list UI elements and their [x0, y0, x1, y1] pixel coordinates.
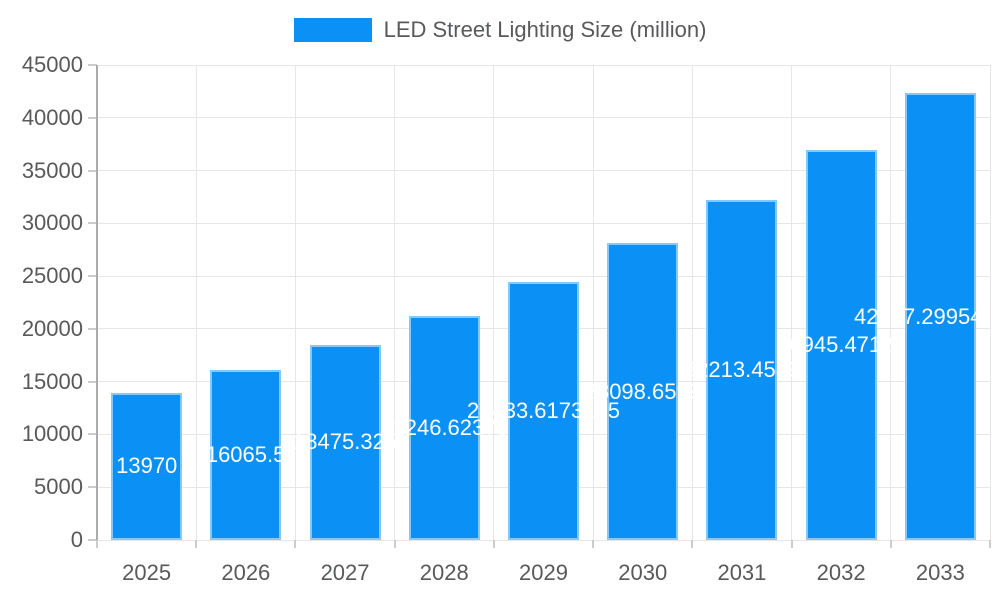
y-tick-mark: [88, 169, 97, 172]
y-gridline: [97, 117, 990, 119]
y-gridline: [97, 539, 990, 541]
x-axis-tick-label: 2031: [717, 560, 767, 585]
legend-color-swatch: [293, 18, 372, 42]
x-axis-tick-label: 2030: [618, 560, 668, 585]
x-gridline: [791, 65, 793, 540]
y-tick-mark: [88, 433, 97, 436]
bar-value-label: 32213.4589: [683, 356, 801, 382]
bar-value-label: 13970: [116, 453, 178, 479]
y-tick-mark: [88, 539, 97, 541]
bar-2025[interactable]: [111, 392, 183, 540]
y-axis-tick-label: 0: [70, 527, 83, 552]
x-axis-tick-label: 2028: [419, 560, 469, 585]
x-gridline: [294, 65, 296, 540]
bar-2030[interactable]: [607, 243, 679, 540]
bar-2033[interactable]: [904, 93, 976, 540]
x-gridline: [195, 65, 197, 540]
bar-2031[interactable]: [706, 199, 778, 540]
x-axis-tick-label: 2033: [915, 560, 965, 585]
y-axis-tick-label: 45000: [21, 52, 83, 77]
x-tick-mark: [889, 540, 892, 548]
x-axis-tick-label: 2027: [320, 560, 370, 585]
y-tick-mark: [88, 486, 97, 489]
x-axis-tick-label: 2025: [122, 560, 172, 585]
bar-value-label: 18475.325: [293, 429, 398, 455]
x-tick-mark: [790, 540, 793, 548]
y-gridline: [97, 170, 990, 172]
legend-item[interactable]: LED Street Lighting Size (million): [0, 16, 1000, 44]
x-tick-mark: [691, 540, 694, 548]
y-tick-mark: [88, 275, 97, 278]
y-axis-tick-label: 40000: [21, 104, 83, 130]
x-gridline: [592, 65, 594, 540]
y-tick-mark: [88, 327, 97, 330]
y-gridline: [97, 222, 990, 224]
x-tick-mark: [989, 540, 991, 548]
bar-value-label: 42347.29954: [854, 303, 983, 329]
bar-value-label: 21246.62375: [380, 414, 509, 440]
x-gridline: [394, 65, 396, 540]
y-axis-tick-label: 25000: [21, 263, 83, 289]
bar-2026[interactable]: [210, 370, 282, 540]
x-axis-tick-label: 2026: [221, 560, 271, 585]
bar-2032[interactable]: [805, 150, 877, 540]
y-axis-line: [96, 65, 98, 540]
x-gridline: [989, 65, 991, 540]
x-gridline: [691, 65, 693, 540]
x-gridline: [890, 65, 892, 540]
y-tick-mark: [88, 64, 97, 66]
bar-2029[interactable]: [508, 282, 579, 540]
x-tick-mark: [592, 540, 595, 548]
y-axis-tick-label: 10000: [21, 421, 83, 447]
bar-value-label: 24433.6173125: [467, 398, 620, 424]
bar-value-label: 36945.47125: [777, 332, 906, 357]
y-axis-tick-label: 15000: [21, 368, 83, 394]
x-tick-mark: [393, 540, 396, 548]
x-axis-tick-label: 2029: [519, 560, 568, 585]
x-tick-mark: [492, 540, 495, 548]
y-gridline: [97, 64, 990, 66]
y-tick-mark: [88, 116, 97, 119]
y-axis-tick-label: 35000: [21, 157, 83, 183]
bar-value-label: 16065.5: [205, 442, 286, 468]
x-tick-mark: [294, 540, 297, 548]
bar-2027[interactable]: [309, 344, 381, 540]
legend-label: LED Street Lighting Size (million): [383, 17, 707, 42]
y-axis-tick-label: 30000: [21, 210, 83, 236]
bar-value-label: 28098.6599: [584, 378, 701, 404]
y-gridline: [97, 275, 990, 277]
x-gridline: [493, 65, 495, 540]
x-axis-tick-label: 2032: [816, 560, 866, 585]
y-axis-tick-label: 20000: [21, 315, 83, 341]
y-tick-mark: [88, 380, 97, 383]
y-tick-mark: [88, 222, 97, 225]
bar-2028[interactable]: [408, 315, 480, 540]
x-tick-mark: [96, 540, 98, 548]
y-axis-tick-label: 5000: [34, 474, 83, 500]
x-tick-mark: [195, 540, 198, 548]
